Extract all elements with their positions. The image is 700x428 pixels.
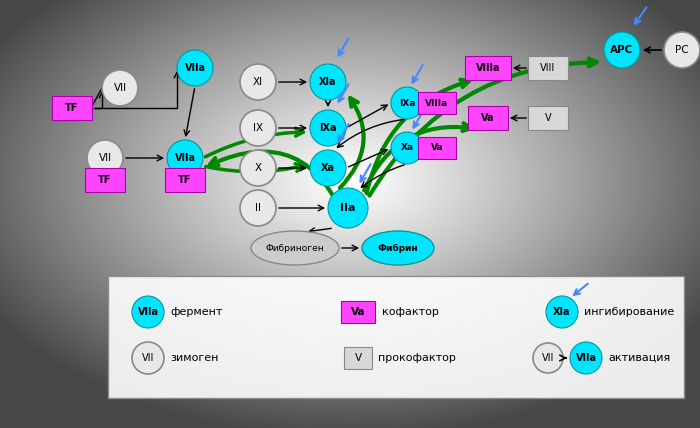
Text: Va: Va (430, 143, 443, 152)
FancyBboxPatch shape (528, 106, 568, 130)
Text: VII: VII (113, 83, 127, 93)
Text: фермент: фермент (170, 307, 223, 317)
FancyBboxPatch shape (52, 96, 92, 120)
Text: Фибрин: Фибрин (378, 244, 419, 253)
Text: VIIIa: VIIIa (426, 98, 449, 107)
Text: Фибриноген: Фибриноген (265, 244, 324, 253)
Text: VIIa: VIIa (174, 153, 195, 163)
FancyBboxPatch shape (341, 301, 375, 323)
Circle shape (533, 343, 563, 373)
Text: PC: PC (676, 45, 689, 55)
Text: IIa: IIa (340, 203, 356, 213)
FancyBboxPatch shape (468, 106, 508, 130)
Text: V: V (545, 113, 552, 123)
Text: VIIIa: VIIIa (476, 63, 500, 73)
Circle shape (240, 110, 276, 146)
Text: VIII: VIII (540, 63, 556, 73)
Text: IXa: IXa (399, 98, 415, 107)
Text: XI: XI (253, 77, 263, 87)
Circle shape (391, 132, 423, 164)
Text: зимоген: зимоген (170, 353, 218, 363)
Text: VIIa: VIIa (137, 307, 158, 317)
Circle shape (87, 140, 123, 176)
Circle shape (177, 50, 213, 86)
Text: IXa: IXa (319, 123, 337, 133)
FancyBboxPatch shape (465, 56, 511, 80)
Text: TF: TF (98, 175, 112, 185)
Text: кофактор: кофактор (382, 307, 439, 317)
Circle shape (240, 150, 276, 186)
Text: VIIa: VIIa (575, 353, 596, 363)
Circle shape (240, 190, 276, 226)
Circle shape (310, 150, 346, 186)
Circle shape (102, 70, 138, 106)
FancyBboxPatch shape (344, 347, 372, 369)
Text: активация: активация (608, 353, 671, 363)
Ellipse shape (362, 231, 434, 265)
Text: Va: Va (482, 113, 495, 123)
Text: Va: Va (351, 307, 365, 317)
Text: VII: VII (142, 353, 154, 363)
Circle shape (664, 32, 700, 68)
Text: IX: IX (253, 123, 263, 133)
FancyBboxPatch shape (418, 92, 456, 114)
Circle shape (132, 296, 164, 328)
Circle shape (167, 140, 203, 176)
Text: TF: TF (65, 103, 78, 113)
Text: V: V (354, 353, 362, 363)
Circle shape (132, 342, 164, 374)
Text: VII: VII (542, 353, 554, 363)
Text: APC: APC (610, 45, 634, 55)
Text: прокофактор: прокофактор (378, 353, 456, 363)
FancyBboxPatch shape (418, 137, 456, 159)
FancyBboxPatch shape (85, 168, 125, 192)
Circle shape (310, 110, 346, 146)
Text: Xa: Xa (321, 163, 335, 173)
Text: ингибирование: ингибирование (584, 307, 674, 317)
Ellipse shape (251, 231, 339, 265)
Text: Xa: Xa (400, 143, 414, 152)
Text: XIa: XIa (319, 77, 337, 87)
Text: TF: TF (178, 175, 192, 185)
Circle shape (310, 64, 346, 100)
FancyBboxPatch shape (165, 168, 205, 192)
Circle shape (546, 296, 578, 328)
Circle shape (604, 32, 640, 68)
Text: II: II (255, 203, 261, 213)
Circle shape (240, 64, 276, 100)
Text: XIa: XIa (553, 307, 570, 317)
Text: VII: VII (99, 153, 111, 163)
Text: VIIa: VIIa (185, 63, 206, 73)
Circle shape (570, 342, 602, 374)
Text: X: X (254, 163, 262, 173)
Circle shape (391, 87, 423, 119)
FancyBboxPatch shape (108, 276, 684, 398)
FancyBboxPatch shape (528, 56, 568, 80)
Circle shape (328, 188, 368, 228)
